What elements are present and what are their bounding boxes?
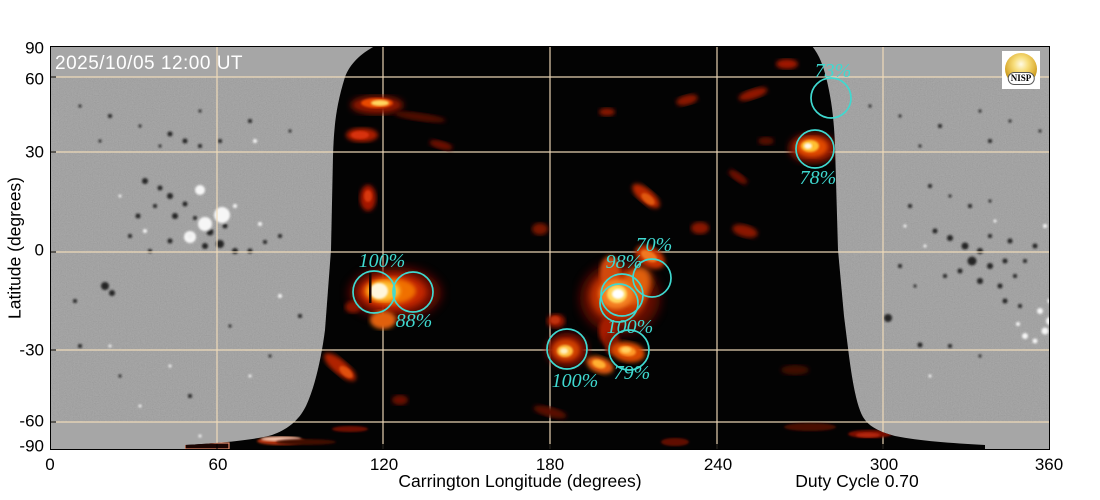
plot-area — [50, 46, 1057, 450]
detection-circle — [795, 129, 835, 169]
detection-circle — [608, 329, 650, 371]
detection-label-100b: 100% — [606, 316, 654, 338]
detection-label-98: 98% — [605, 251, 643, 273]
y-tick-30: 30 — [25, 142, 44, 162]
detection-circles — [352, 77, 852, 371]
x-axis-title: Carrington Longitude (degrees) — [398, 471, 642, 491]
y-tick-60: 60 — [25, 69, 44, 89]
detection-circle — [632, 258, 672, 298]
nisp-logo: NISP — [1002, 51, 1040, 89]
detection-label-70: 70% — [635, 234, 673, 256]
y-tick-m90: -90 — [19, 436, 44, 456]
detection-label-88: 88% — [395, 310, 433, 332]
x-tick-240: 240 — [703, 455, 733, 474]
detection-circle — [599, 283, 639, 323]
x-tick-180: 180 — [535, 455, 565, 474]
duty-cycle-label: Duty Cycle 0.70 — [795, 471, 919, 491]
plot-frame — [50, 46, 1050, 450]
farside-hotspots — [185, 59, 892, 450]
magnetogram-speckle-left — [73, 104, 302, 438]
y-tick-m60: -60 — [19, 411, 44, 431]
detection-circle — [392, 271, 434, 313]
detection-label-78: 78% — [799, 167, 837, 189]
y-tick-0: 0 — [34, 240, 44, 260]
x-tick-120: 120 — [369, 455, 399, 474]
detection-circle — [810, 77, 852, 119]
y-axis-title: Latitude (degrees) — [4, 176, 25, 320]
detection-label-79: 79% — [613, 362, 651, 384]
detection-label-73: 73% — [814, 60, 852, 82]
x-tick-0: 0 — [45, 455, 55, 474]
detection-label-100a: 100% — [358, 250, 406, 272]
x-tick-60: 60 — [208, 455, 228, 474]
map-canvas — [50, 46, 1057, 450]
detection-label-100c: 100% — [551, 370, 599, 392]
y-tick-90: 90 — [25, 38, 44, 58]
x-tick-300: 300 — [869, 455, 899, 474]
magnetogram-speckle-right — [868, 104, 1057, 378]
map-datetime-label: 2025/10/05 12:00 UT — [55, 53, 244, 74]
nisp-logo-text: NISP — [1007, 72, 1035, 85]
detection-circle — [546, 328, 588, 370]
detection-circle — [352, 270, 396, 314]
y-tick-m30: -30 — [19, 340, 44, 360]
x-tick-360: 360 — [1034, 455, 1064, 474]
